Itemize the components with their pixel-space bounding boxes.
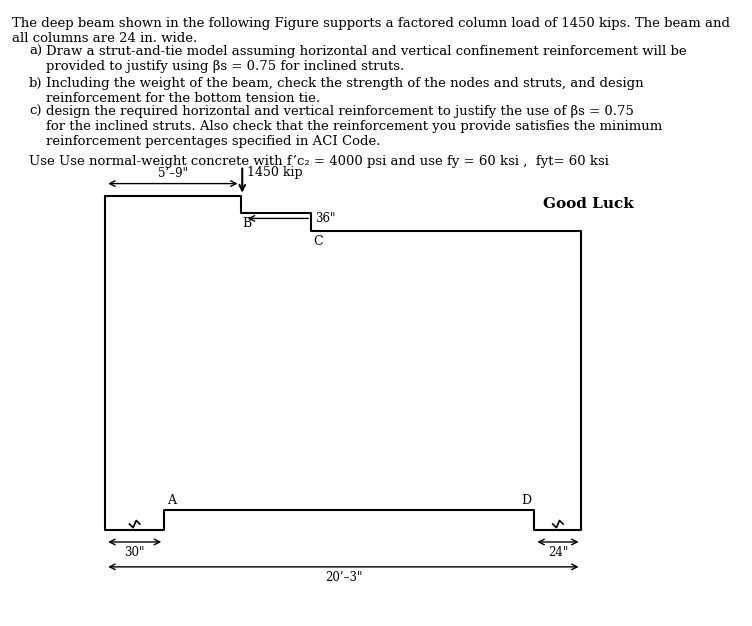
Text: Use Use normal-weight concrete with f’c₂ = 4000 psi and use fy = 60 ksi ,  fyt= : Use Use normal-weight concrete with f’c₂… [29, 155, 609, 168]
Text: 36": 36" [315, 212, 335, 225]
Text: 24": 24" [548, 546, 568, 559]
Text: Including the weight of the beam, check the strength of the nodes and struts, an: Including the weight of the beam, check … [47, 77, 644, 105]
Text: a): a) [29, 45, 42, 58]
Text: 5’–9": 5’–9" [158, 167, 188, 180]
Text: B: B [242, 217, 251, 230]
Text: b): b) [29, 77, 43, 90]
Text: The deep beam shown in the following Figure supports a factored column load of 1: The deep beam shown in the following Fig… [12, 18, 729, 45]
Text: Draw a strut-and-tie model assuming horizontal and vertical confinement reinforc: Draw a strut-and-tie model assuming hori… [47, 45, 687, 73]
Text: 1450 kip: 1450 kip [247, 166, 303, 178]
Text: c): c) [29, 105, 41, 118]
Text: 30": 30" [125, 546, 145, 559]
Text: design the required horizontal and vertical reinforcement to justify the use of : design the required horizontal and verti… [47, 105, 663, 148]
Text: C: C [313, 235, 323, 249]
Text: 20’–3": 20’–3" [325, 571, 362, 584]
Text: D: D [522, 494, 532, 507]
Text: A: A [167, 494, 176, 507]
Text: Good Luck: Good Luck [543, 197, 633, 210]
